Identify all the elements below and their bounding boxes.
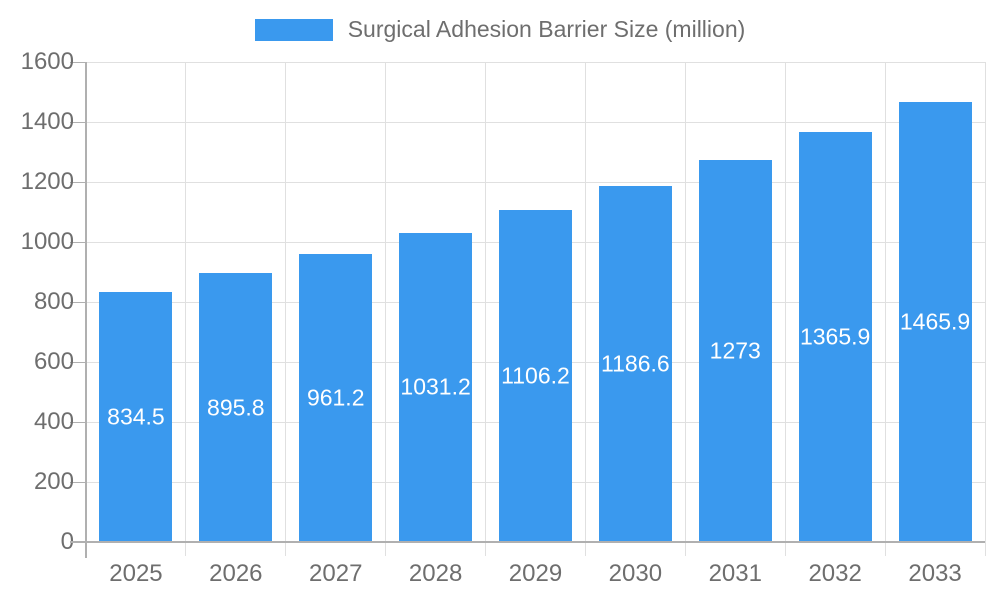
- legend[interactable]: Surgical Adhesion Barrier Size (million): [0, 16, 1000, 43]
- y-axis-label: 1200: [20, 168, 74, 195]
- gridline-vertical: [584, 62, 586, 556]
- x-axis-line: [70, 541, 985, 543]
- x-axis-label: 2027: [309, 560, 363, 587]
- y-axis-label: 1400: [20, 108, 74, 135]
- y-axis-tick: [70, 181, 86, 183]
- gridline-vertical: [185, 62, 187, 556]
- x-axis-label: 2032: [808, 560, 862, 587]
- gridline-vertical: [285, 62, 287, 556]
- gridline-vertical: [984, 62, 986, 556]
- bar-2027[interactable]: [299, 253, 373, 542]
- x-axis-label: 2031: [708, 560, 762, 587]
- plot-area: 0 200 400 600 800 1000 1200 1400 1600 834.5 2025 89…: [21, 48, 986, 587]
- x-axis-label: 2026: [209, 560, 263, 587]
- bar-2025[interactable]: [99, 291, 173, 542]
- x-axis-label: 2030: [608, 560, 663, 587]
- x-axis-label: 2025: [109, 560, 163, 587]
- x-axis-label: 2029: [508, 560, 563, 587]
- bar-2028[interactable]: [399, 232, 473, 542]
- bar-2032[interactable]: [798, 132, 872, 542]
- bar-2033[interactable]: [898, 102, 972, 542]
- gridline-vertical: [485, 62, 487, 556]
- y-axis-label: 1600: [20, 48, 74, 75]
- y-axis-label: 600: [33, 348, 74, 375]
- gridline-vertical: [385, 62, 387, 556]
- bar-2030[interactable]: [598, 186, 672, 542]
- y-axis-tick: [70, 241, 86, 243]
- y-axis-line: [85, 62, 87, 558]
- bar-2026[interactable]: [199, 273, 273, 542]
- y-axis-tick: [70, 61, 86, 63]
- gridline-vertical: [684, 62, 686, 556]
- y-axis-label: 0: [60, 528, 74, 555]
- legend-label: Surgical Adhesion Barrier Size (million): [347, 16, 746, 42]
- bar-2029[interactable]: [499, 210, 572, 542]
- y-axis-label: 400: [33, 408, 74, 435]
- gridline-horizontal: [86, 61, 985, 63]
- y-axis-tick: [70, 361, 86, 363]
- gridline-horizontal: [86, 181, 985, 183]
- y-axis-tick: [70, 121, 86, 123]
- y-axis-tick: [70, 301, 86, 303]
- legend-swatch-icon: [254, 18, 333, 41]
- gridline-vertical: [784, 62, 786, 556]
- y-axis-tick: [70, 481, 86, 483]
- x-axis-label: 2033: [908, 560, 962, 587]
- y-axis-tick: [70, 421, 86, 423]
- y-axis-label: 200: [33, 468, 74, 495]
- y-axis-label: 800: [33, 288, 74, 315]
- gridline-horizontal: [86, 121, 985, 123]
- y-axis-label: 1000: [20, 228, 74, 255]
- x-axis-label: 2028: [408, 560, 463, 587]
- bar-2031[interactable]: [698, 160, 772, 542]
- gridline-vertical: [884, 62, 886, 556]
